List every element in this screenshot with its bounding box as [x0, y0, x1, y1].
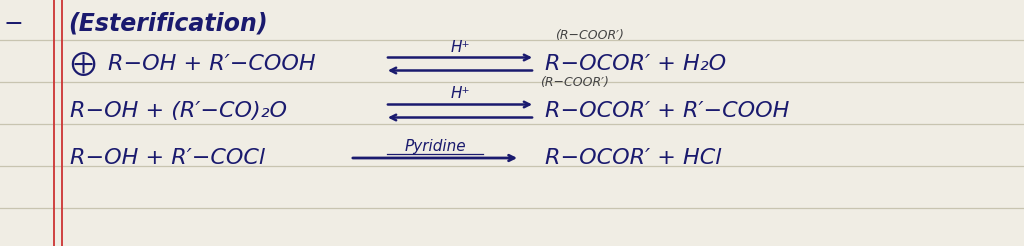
Text: Pyridine: Pyridine: [404, 139, 466, 154]
Text: (R−COOR′): (R−COOR′): [540, 76, 609, 89]
Text: (R−COOR′): (R−COOR′): [555, 29, 624, 42]
Text: R−OH + (R′−CO)₂O: R−OH + (R′−CO)₂O: [70, 101, 287, 121]
Text: R−OCOR′ + R′−COOH: R−OCOR′ + R′−COOH: [545, 101, 790, 121]
Text: H⁺: H⁺: [451, 87, 470, 102]
Text: R−OH + R′−COOH: R−OH + R′−COOH: [108, 54, 315, 74]
Text: ⨁: ⨁: [70, 52, 95, 76]
Text: R−OCOR′ + HCl: R−OCOR′ + HCl: [545, 148, 721, 168]
Text: (Esterification): (Esterification): [68, 12, 267, 36]
Text: H⁺: H⁺: [451, 40, 470, 55]
Text: −: −: [4, 12, 24, 36]
Text: R−OH + R′−COCl: R−OH + R′−COCl: [70, 148, 265, 168]
Text: R−OCOR′ + H₂O: R−OCOR′ + H₂O: [545, 54, 726, 74]
